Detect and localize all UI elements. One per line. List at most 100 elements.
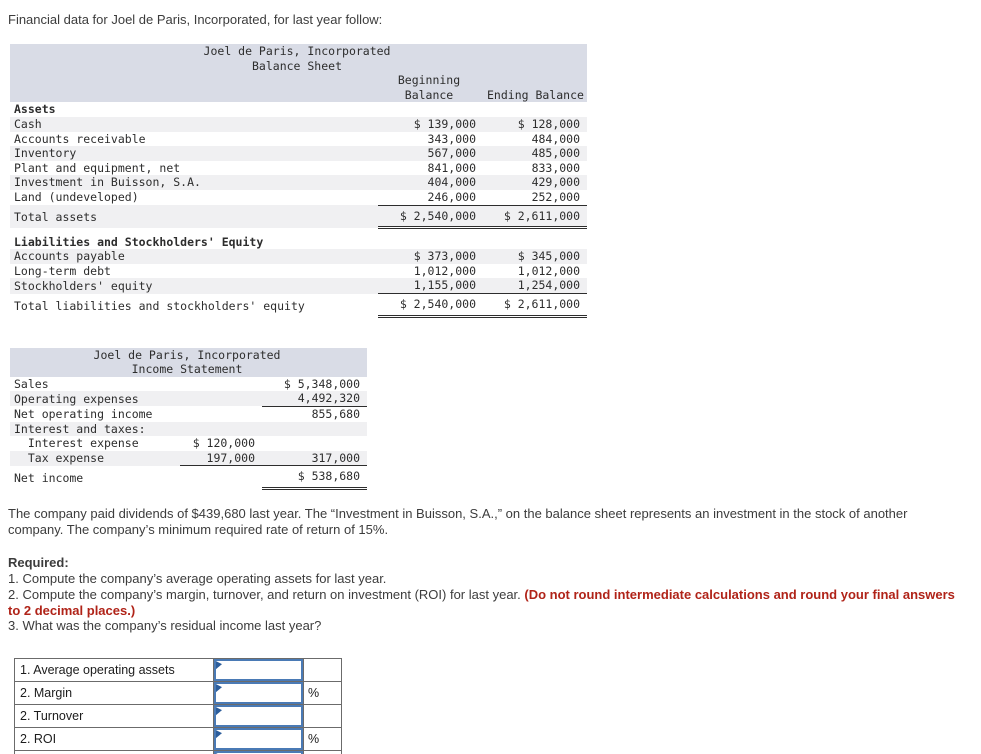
answer-input-margin[interactable] bbox=[214, 682, 303, 705]
beginning-value: 404,000 bbox=[378, 175, 483, 190]
intro-text: Financial data for Joel de Paris, Incorp… bbox=[8, 12, 383, 27]
answer-label: 1. Average operating assets bbox=[14, 658, 214, 683]
section-header-assets: Assets bbox=[10, 102, 587, 117]
beginning-value: 1,155,000 bbox=[378, 278, 483, 294]
total-assets-row: Total assets $ 2,540,000 $ 2,611,000 bbox=[10, 204, 588, 230]
answer-row-residual-income: 3. Residual income bbox=[14, 750, 342, 754]
income-statement-header: Joel de Paris, Incorporated Income Statem… bbox=[10, 347, 368, 377]
amount-value: $ 5,348,000 bbox=[283, 376, 361, 391]
row-label: Tax expense bbox=[10, 450, 180, 466]
total-liabilities-row: Total liabilities and stockholders' equi… bbox=[10, 293, 588, 318]
table-row: Sales $ 5,348,000 bbox=[10, 377, 367, 392]
row-label: Cash bbox=[10, 116, 378, 132]
table-row: Stockholders' equity 1,155,000 1,254,000 bbox=[10, 278, 588, 294]
table-row: Interest and taxes: bbox=[10, 421, 368, 437]
row-label: Investment in Buisson, S.A. bbox=[10, 175, 378, 190]
col-header-beginning-line1: Beginning bbox=[397, 73, 461, 88]
col-header-beginning-balance: Beginning Balance bbox=[378, 73, 483, 103]
subtotal-value: $ 120,000 bbox=[192, 436, 255, 451]
answer-input-residual-income[interactable] bbox=[214, 751, 303, 754]
answer-row-margin: 2. Margin % bbox=[14, 681, 342, 706]
cell-marker-icon bbox=[216, 684, 222, 693]
table-row: Tax expense 197,000 317,000 bbox=[10, 450, 368, 467]
row-label: Net income bbox=[14, 470, 84, 485]
required-item-1: 1. Compute the company’s average operati… bbox=[8, 570, 387, 586]
balance-sheet-title-cell: Joel de Paris, Incorporated Balance Sheet bbox=[10, 44, 588, 74]
narrative-text: The company paid dividends of $439,680 l… bbox=[8, 505, 908, 537]
amount-value: 4,492,320 bbox=[262, 391, 368, 407]
required-item-2-text: 2. Compute the company’s margin, turnove… bbox=[8, 586, 525, 602]
cell-marker-icon bbox=[216, 730, 222, 739]
ending-value: $ 2,611,000 bbox=[483, 204, 588, 230]
amount-value: 855,680 bbox=[311, 406, 361, 421]
table-row: Accounts payable $ 373,000 $ 345,000 bbox=[10, 249, 588, 264]
section-header-liabilities: Liabilities and Stockholders' Equity bbox=[10, 235, 587, 250]
answer-unit bbox=[303, 750, 342, 754]
table-row: Plant and equipment, net 841,000 833,000 bbox=[10, 161, 587, 176]
beginning-value: $ 2,540,000 bbox=[378, 204, 483, 230]
section-label: Liabilities and Stockholders' Equity bbox=[14, 234, 264, 249]
amount-value: 317,000 bbox=[262, 450, 368, 467]
cell-marker-icon bbox=[216, 707, 222, 716]
row-label: Sales bbox=[14, 376, 49, 391]
answer-input-cell bbox=[213, 681, 304, 706]
balance-sheet-header: Joel de Paris, Incorporated Balance Sheet bbox=[10, 44, 588, 74]
answer-input-cell bbox=[213, 704, 304, 729]
answer-row-turnover: 2. Turnover bbox=[14, 704, 342, 729]
statement-name: Balance Sheet bbox=[252, 58, 343, 73]
row-label: Total liabilities and stockholders' equi… bbox=[14, 298, 305, 313]
answer-input-turnover[interactable] bbox=[214, 705, 303, 728]
answer-input-average-operating-assets[interactable] bbox=[214, 659, 303, 682]
ending-value: $ 345,000 bbox=[483, 249, 588, 264]
answer-input-roi[interactable] bbox=[214, 728, 303, 751]
ending-value: 484,000 bbox=[531, 131, 581, 146]
ending-value: $ 128,000 bbox=[483, 116, 588, 132]
row-label: Accounts receivable bbox=[14, 131, 146, 146]
beginning-value: $ 2,540,000 bbox=[378, 293, 483, 318]
ending-value: 429,000 bbox=[483, 175, 588, 190]
table-row: Land (undeveloped) 246,000 252,000 bbox=[10, 190, 587, 205]
beginning-value: 246,000 bbox=[427, 189, 476, 204]
ending-value: 252,000 bbox=[531, 189, 581, 204]
beginning-value: 567,000 bbox=[378, 146, 483, 161]
row-label: Net operating income bbox=[14, 406, 153, 421]
row-label: Land (undeveloped) bbox=[14, 190, 139, 205]
company-name: Joel de Paris, Incorporated bbox=[203, 44, 391, 58]
answer-label: 2. Margin bbox=[14, 681, 214, 706]
table-row: Inventory 567,000 485,000 bbox=[10, 146, 588, 161]
cell-marker-icon bbox=[216, 661, 222, 670]
section-label: Assets bbox=[14, 102, 56, 117]
row-label: Interest expense bbox=[14, 436, 139, 451]
table-row: Cash $ 139,000 $ 128,000 bbox=[10, 116, 588, 132]
required-heading: Required: bbox=[8, 554, 69, 570]
answer-row-average-operating-assets: 1. Average operating assets bbox=[14, 658, 342, 683]
table-row: Operating expenses 4,492,320 bbox=[10, 391, 368, 407]
ending-value: 1,254,000 bbox=[483, 278, 588, 294]
row-label: Total assets bbox=[10, 205, 378, 228]
section-gap bbox=[10, 227, 588, 235]
row-label: Plant and equipment, net bbox=[14, 160, 181, 175]
row-label: Long-term debt bbox=[14, 263, 111, 278]
required-item-3: 3. What was the company’s residual incom… bbox=[8, 618, 322, 634]
row-label: Operating expenses bbox=[10, 391, 180, 407]
required-item-2: 2. Compute the company’s margin, turnove… bbox=[8, 587, 966, 619]
answer-label: 2. ROI bbox=[14, 727, 214, 752]
answer-unit: % bbox=[303, 681, 342, 706]
row-label: Inventory bbox=[10, 146, 378, 161]
row-label: Stockholders' equity bbox=[10, 278, 378, 294]
ending-value: 1,012,000 bbox=[517, 263, 581, 278]
answer-unit bbox=[303, 658, 342, 683]
beginning-value: $ 373,000 bbox=[378, 249, 483, 264]
required-item-2-warning: (Do not round intermediate calculations … bbox=[8, 586, 955, 618]
amount-value: $ 538,680 bbox=[262, 465, 368, 490]
income-statement-title-cell: Joel de Paris, Incorporated Income Statem… bbox=[10, 347, 368, 377]
table-row: Accounts receivable 343,000 484,000 bbox=[10, 132, 587, 147]
answer-label: 2. Turnover bbox=[14, 704, 214, 729]
table-row: Long-term debt 1,012,000 1,012,000 bbox=[10, 264, 587, 279]
answer-input-cell bbox=[213, 658, 304, 683]
answer-table: 1. Average operating assets 2. Margin % … bbox=[14, 658, 342, 754]
beginning-value: 841,000 bbox=[427, 160, 476, 175]
beginning-value: 343,000 bbox=[427, 131, 476, 146]
ending-value: 833,000 bbox=[531, 160, 581, 175]
ending-value: 485,000 bbox=[483, 146, 588, 161]
